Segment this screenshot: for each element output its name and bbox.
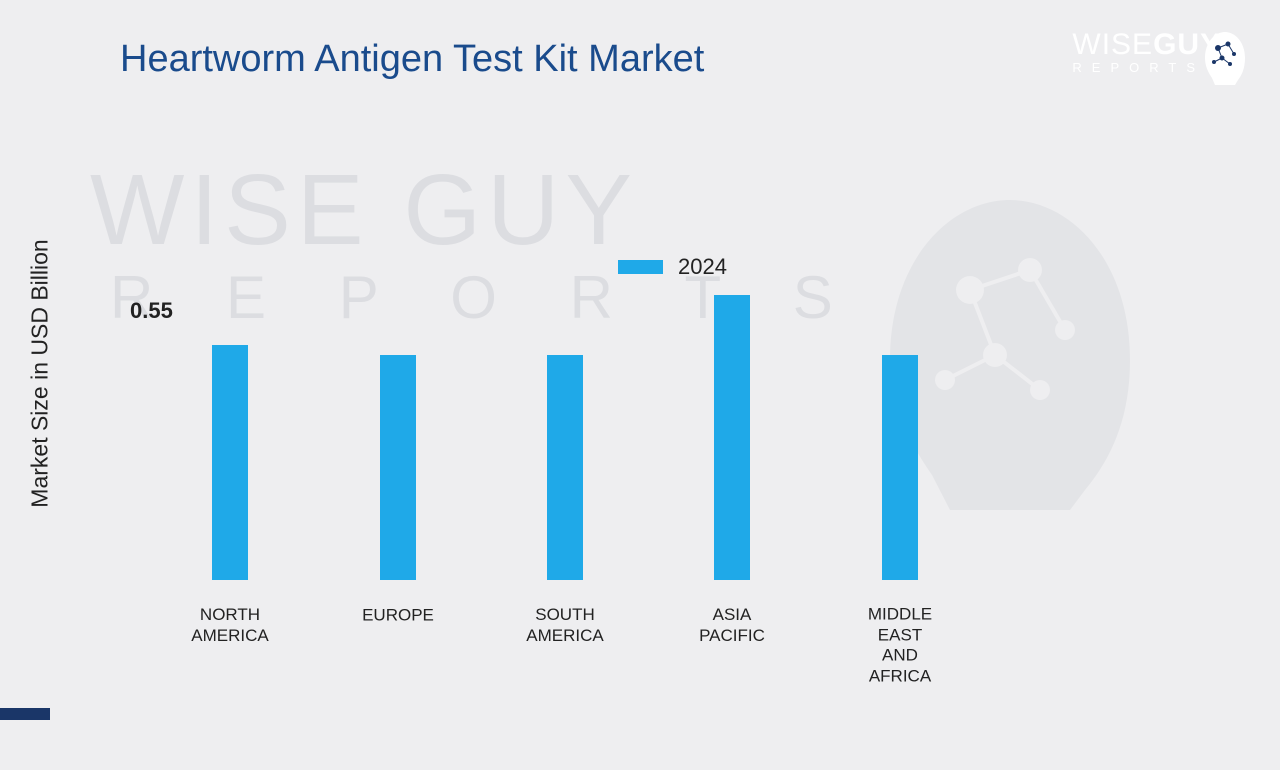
- category-label: EUROPE: [338, 605, 458, 625]
- logo-head-icon: [1200, 30, 1250, 85]
- category-label: MIDDLEEASTANDAFRICA: [840, 605, 960, 687]
- category-label: SOUTHAMERICA: [505, 605, 625, 646]
- bar: [882, 355, 918, 580]
- category-label: ASIAPACIFIC: [672, 605, 792, 646]
- chart-area: NORTHAMERICAEUROPESOUTHAMERICAASIAPACIFI…: [120, 140, 970, 600]
- bar: [547, 355, 583, 580]
- bar: [212, 345, 248, 580]
- bar: [714, 295, 750, 580]
- logo-text-light: WISE: [1072, 28, 1153, 61]
- chart-title: Heartworm Antigen Test Kit Market: [120, 38, 704, 81]
- logo: WISEGUY REPORTS: [1072, 28, 1250, 75]
- y-axis-label: Market Size in USD Billion: [27, 239, 54, 507]
- bar: [380, 355, 416, 580]
- bottom-accent-bar: [0, 708, 50, 720]
- category-label: NORTHAMERICA: [170, 605, 290, 646]
